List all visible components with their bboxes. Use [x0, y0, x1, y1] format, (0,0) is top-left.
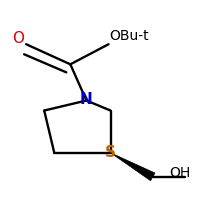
Text: S: S — [105, 145, 115, 159]
Polygon shape — [110, 153, 154, 181]
Text: OBu-t: OBu-t — [108, 29, 148, 43]
Text: N: N — [80, 92, 92, 106]
Text: O: O — [12, 31, 24, 45]
Text: OH: OH — [168, 165, 190, 179]
